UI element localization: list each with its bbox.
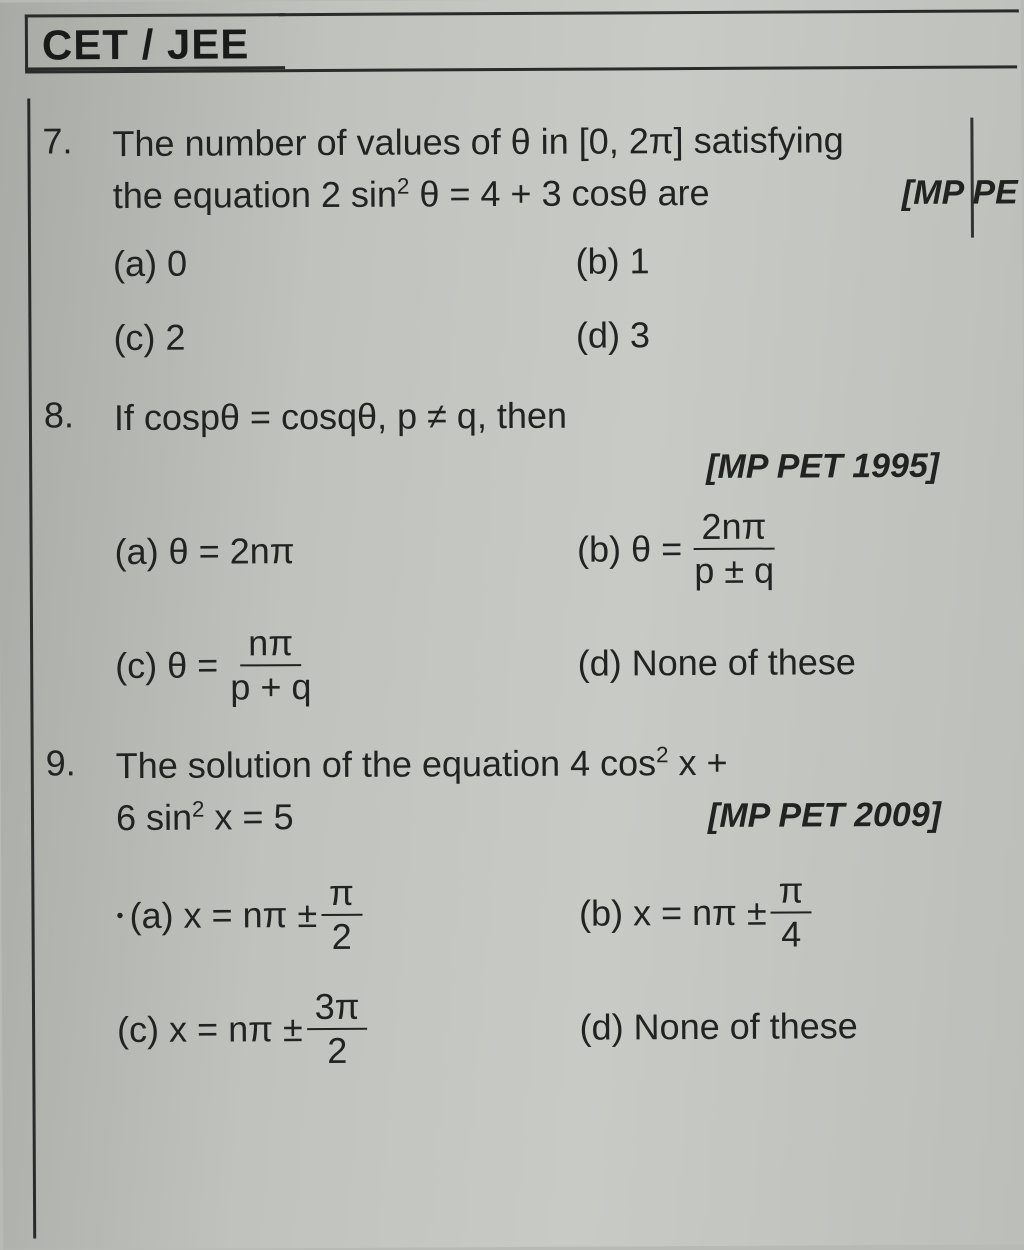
q9-option-b: (b) x = nπ ± π 4 — [579, 863, 1022, 961]
q7-equation: the equation 2 sin2 θ = 4 + 3 cosθ are — [113, 167, 710, 222]
q9-eq2-b: x = 5 — [204, 796, 293, 837]
q9-b-den: 4 — [773, 914, 809, 954]
q7-eq-a: the equation 2 sin — [113, 174, 397, 216]
question-text: The solution of the equation 4 cos2 x + — [116, 735, 1021, 792]
q8-c-den: p + q — [222, 666, 319, 706]
header-top-rule — [279, 9, 1019, 16]
q9-option-d: (d) None of these — [579, 977, 1022, 1075]
q9-b-pre: (b) x = nπ ± — [579, 892, 767, 935]
q8-option-c: (c) θ = nπ p + q — [115, 615, 558, 713]
header-title: CET / JEE — [42, 20, 250, 68]
q8-option-a: (a) θ = 2nπ — [114, 501, 557, 599]
fraction: nπ p + q — [222, 624, 320, 706]
q7-line1: The number of values of θ in [0, 2π] sat… — [112, 119, 843, 164]
q7-option-d: (d) 3 — [576, 306, 1019, 364]
q9-a-den: 2 — [324, 916, 360, 956]
q7-option-a: (a) 0 — [113, 234, 556, 292]
q8-c-num: nπ — [240, 624, 301, 666]
q9-eq2-a: 6 sin — [116, 797, 192, 838]
question-9: 9. The solution of the equation 4 cos2 x… — [46, 735, 1023, 1079]
q7-source-tag: [MP PE — [902, 169, 1018, 219]
q8-b-den: p ± q — [686, 549, 782, 589]
q9-b-num: π — [770, 872, 811, 914]
question-number: 7. — [42, 118, 112, 162]
question-8: 8. If cospθ = cosqθ, p ≠ q, then [MP PET… — [44, 388, 1021, 714]
q8-c-pre: (c) θ = — [115, 644, 218, 687]
spacer — [46, 792, 116, 794]
q8-b-pre: (b) θ = — [577, 528, 682, 571]
q9-options: • (a) x = nπ ± π 2 (b) x = nπ ± π 4 (c — [116, 863, 1022, 1078]
q8-source-tag: [MP PET 1995] — [44, 446, 939, 490]
fraction: π 2 — [321, 874, 362, 956]
header-box: CET / JEE — [25, 13, 285, 70]
question-text: If cospθ = cosqθ, p ≠ q, then — [114, 388, 1019, 445]
q9-source-tag: [MP PET 2009] — [708, 791, 941, 842]
q7-option-c: (c) 2 — [113, 308, 556, 366]
question-text: The number of values of θ in [0, 2π] sat… — [112, 113, 1017, 170]
q9-a-pre: (a) x = nπ ± — [129, 894, 317, 937]
content-area: 7. The number of values of θ in [0, 2π] … — [27, 93, 1023, 1238]
q9-equation2: 6 sin2 x = 5 — [116, 791, 294, 844]
q9-exp1: 2 — [656, 742, 669, 767]
q9-line2: 6 sin2 x = 5 [MP PET 2009] — [116, 787, 1021, 844]
q9-text-a: The solution of the equation 4 cos — [116, 742, 657, 786]
q9-text-b: x + — [668, 742, 727, 783]
q7-line2: the equation 2 sin2 θ = 4 + 3 cosθ are [… — [113, 166, 1018, 223]
q8-option-b: (b) θ = 2nπ p ± q — [577, 499, 1020, 597]
fraction: 3π 2 — [307, 988, 368, 1070]
bullet-icon: • — [116, 905, 123, 928]
q8-options: (a) θ = 2nπ (b) θ = 2nπ p ± q (c) θ = nπ… — [114, 499, 1020, 714]
spacer — [43, 170, 113, 172]
question-number: 8. — [44, 393, 114, 437]
q9-option-c: (c) x = nπ ± 3π 2 — [117, 980, 560, 1078]
q9-exp2: 2 — [192, 796, 205, 821]
q7-options: (a) 0 (b) 1 (c) 2 (d) 3 — [113, 232, 1019, 367]
q9-c-den: 2 — [319, 1030, 355, 1070]
q9-c-pre: (c) x = nπ ± — [117, 1008, 303, 1051]
fraction: π 4 — [770, 872, 811, 954]
page-surface: CET / JEE 7. The number of values of θ i… — [0, 0, 1024, 1250]
q9-option-a: • (a) x = nπ ± π 2 — [116, 866, 559, 964]
q7-eq-b: θ = 4 + 3 cosθ are — [409, 172, 709, 215]
q7-option-b: (b) 1 — [575, 232, 1018, 290]
q9-a-num: π — [321, 874, 362, 916]
q8-option-d: (d) None of these — [577, 613, 1020, 711]
q9-c-num: 3π — [307, 988, 368, 1030]
question-7: 7. The number of values of θ in [0, 2π] … — [42, 113, 1018, 367]
q8-b-num: 2nπ — [693, 508, 774, 550]
fraction: 2nπ p ± q — [686, 507, 782, 589]
question-number: 9. — [46, 740, 116, 784]
q7-exp: 2 — [397, 174, 410, 199]
